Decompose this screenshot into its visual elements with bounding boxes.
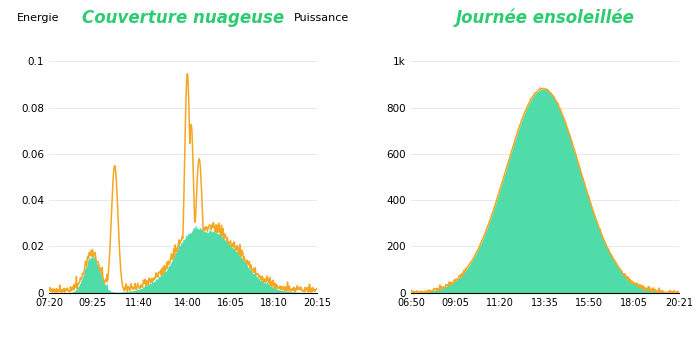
Legend: Energie(kWh), Puissance(W): Energie(kWh), Puissance(W) [83,353,283,357]
Title: Couverture nuageuse: Couverture nuageuse [82,9,284,27]
Title: Journée ensoleillée: Journée ensoleillée [456,9,634,27]
Text: Energie: Energie [17,13,60,23]
Legend: Energie(kWh), Puissance(W): Energie(kWh), Puissance(W) [445,353,645,357]
Text: Puissance: Puissance [294,13,349,23]
